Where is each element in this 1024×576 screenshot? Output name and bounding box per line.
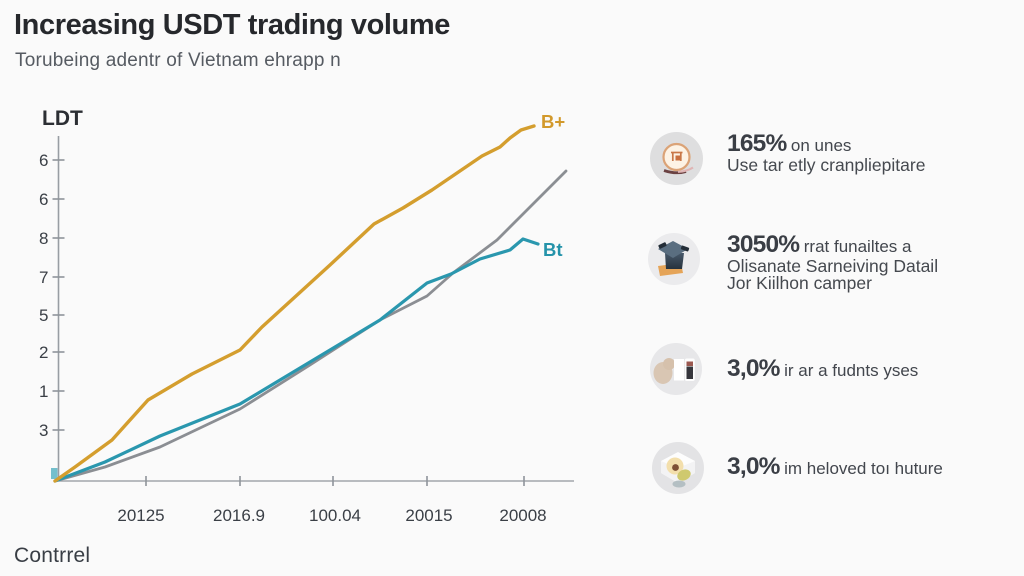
svg-text:1: 1 — [39, 382, 48, 401]
svg-text:7: 7 — [39, 268, 48, 287]
svg-text:100.04: 100.04 — [309, 506, 361, 525]
svg-text:6: 6 — [39, 151, 48, 170]
svg-text:8: 8 — [39, 229, 48, 248]
svg-text:LDT: LDT — [42, 107, 83, 130]
svg-text:3: 3 — [39, 421, 48, 440]
svg-text:20015: 20015 — [405, 506, 452, 525]
svg-text:2016.9: 2016.9 — [213, 506, 265, 525]
svg-text:20125: 20125 — [117, 506, 164, 525]
svg-text:Bt: Bt — [543, 239, 563, 260]
svg-text:2: 2 — [39, 343, 48, 362]
svg-text:5: 5 — [39, 306, 48, 325]
svg-text:B+: B+ — [541, 111, 565, 132]
svg-text:20008: 20008 — [499, 506, 546, 525]
svg-text:6: 6 — [39, 190, 48, 209]
